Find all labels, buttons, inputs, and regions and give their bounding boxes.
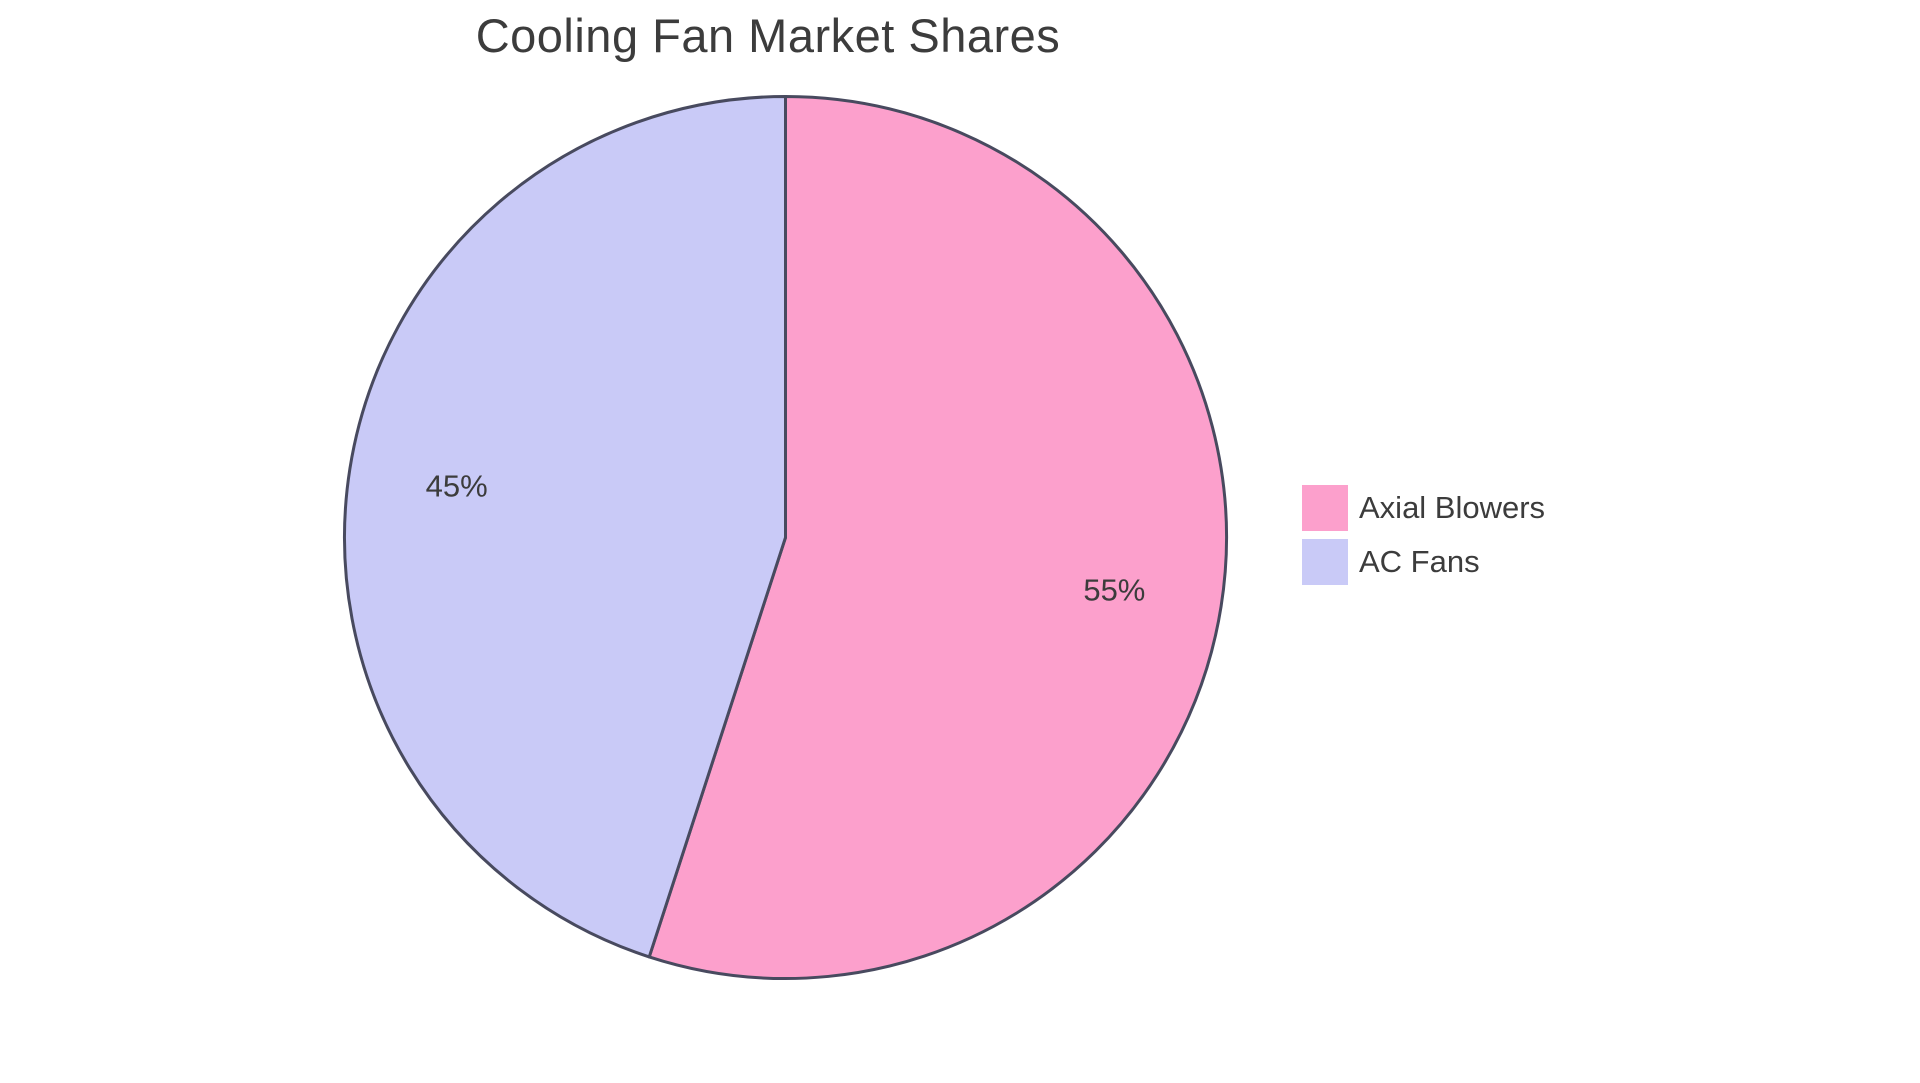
legend-label-ac-fans: AC Fans — [1359, 544, 1480, 579]
legend-swatch-axial-blowers — [1302, 485, 1348, 531]
chart-title: Cooling Fan Market Shares — [475, 9, 1061, 62]
chart-legend: Axial Blowers AC Fans — [1302, 485, 1545, 585]
legend-label-axial-blowers: Axial Blowers — [1359, 490, 1546, 525]
pie-slice-axial-blowers — [647, 95, 1228, 980]
slice-value-label-axial-blowers: 55% — [1083, 573, 1145, 608]
pie-slice-ac-fans — [343, 95, 787, 959]
slice-value-label-ac-fans: 45% — [426, 468, 488, 503]
legend-item-axial-blowers: Axial Blowers — [1302, 485, 1545, 531]
legend-item-ac-fans: AC Fans — [1302, 539, 1545, 585]
legend-swatch-ac-fans — [1302, 539, 1348, 585]
